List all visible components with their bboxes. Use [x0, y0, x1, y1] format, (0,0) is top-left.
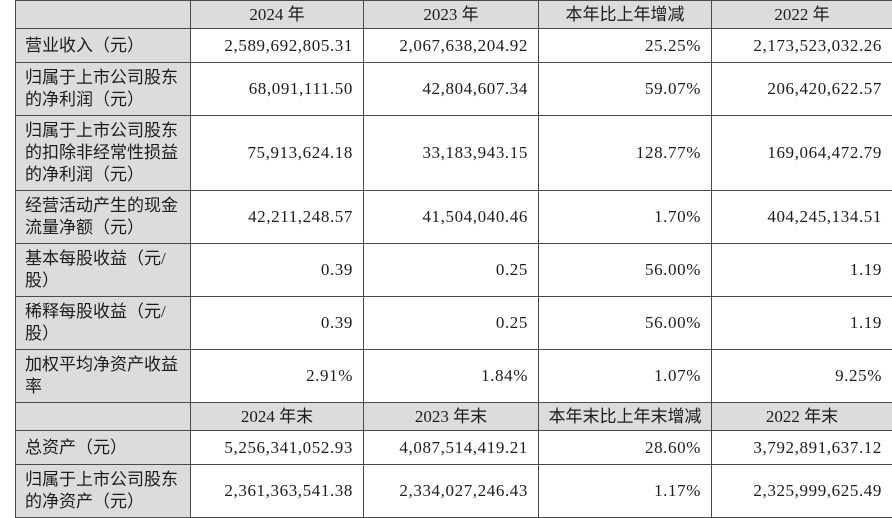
period-end-header-row: 2024 年末 2023 年末 本年末比上年末增减 2022 年末 — [16, 403, 892, 431]
value-2024: 42,211,248.57 — [191, 191, 364, 244]
financial-summary-table-container: 2024 年 2023 年 本年比上年增减 2022 年 营业收入（元） 2,5… — [15, 0, 892, 518]
header-2023-end: 2023 年末 — [364, 403, 539, 431]
row-label: 营业收入（元） — [16, 29, 191, 63]
table-row-operating-revenue: 营业收入（元） 2,589,692,805.31 2,067,638,204.9… — [16, 29, 892, 63]
table-row-diluted-eps: 稀释每股收益（元/股） 0.39 0.25 56.00% 1.19 — [16, 297, 892, 350]
value-2024-end: 5,256,341,052.93 — [191, 431, 364, 465]
table-row-net-assets: 归属于上市公司股东的净资产（元） 2,361,363,541.38 2,334,… — [16, 465, 892, 518]
value-2022: 404,245,134.51 — [712, 191, 892, 244]
value-2022-end: 3,792,891,637.12 — [712, 431, 892, 465]
value-2024: 0.39 — [191, 244, 364, 297]
header-empty-cell — [16, 1, 191, 29]
value-2024: 2,589,692,805.31 — [191, 29, 364, 63]
value-yoy-change: 56.00% — [539, 244, 712, 297]
table-row-net-profit-excl-nonrecurring: 归属于上市公司股东的扣除非经常性损益的净利润（元） 75,913,624.18 … — [16, 116, 892, 191]
value-yearend-change: 28.60% — [539, 431, 712, 465]
value-2022-end: 2,325,999,625.49 — [712, 465, 892, 518]
value-yoy-change: 56.00% — [539, 297, 712, 350]
row-label: 经营活动产生的现金流量净额（元） — [16, 191, 191, 244]
header-2024-end: 2024 年末 — [191, 403, 364, 431]
value-2022: 9.25% — [712, 350, 892, 403]
value-2022: 1.19 — [712, 297, 892, 350]
value-2022: 169,064,472.79 — [712, 116, 892, 191]
header-2022-end: 2022 年末 — [712, 403, 892, 431]
row-label: 总资产（元） — [16, 431, 191, 465]
value-yoy-change: 25.25% — [539, 29, 712, 63]
value-2023: 0.25 — [364, 297, 539, 350]
header-2022: 2022 年 — [712, 1, 892, 29]
value-2022: 2,173,523,032.26 — [712, 29, 892, 63]
header-2024: 2024 年 — [191, 1, 364, 29]
value-2024: 0.39 — [191, 297, 364, 350]
header-2023: 2023 年 — [364, 1, 539, 29]
table-row-net-profit: 归属于上市公司股东的净利润（元） 68,091,111.50 42,804,60… — [16, 63, 892, 116]
value-yoy-change: 1.07% — [539, 350, 712, 403]
row-label: 基本每股收益（元/股） — [16, 244, 191, 297]
table-row-total-assets: 总资产（元） 5,256,341,052.93 4,087,514,419.21… — [16, 431, 892, 465]
value-2023: 0.25 — [364, 244, 539, 297]
value-2023: 41,504,040.46 — [364, 191, 539, 244]
value-2022: 206,420,622.57 — [712, 63, 892, 116]
value-yearend-change: 1.17% — [539, 465, 712, 518]
value-2023-end: 4,087,514,419.21 — [364, 431, 539, 465]
value-yoy-change: 1.70% — [539, 191, 712, 244]
value-2024: 75,913,624.18 — [191, 116, 364, 191]
value-2024: 2.91% — [191, 350, 364, 403]
row-label: 加权平均净资产收益率 — [16, 350, 191, 403]
row-label: 归属于上市公司股东的扣除非经常性损益的净利润（元） — [16, 116, 191, 191]
table-row-basic-eps: 基本每股收益（元/股） 0.39 0.25 56.00% 1.19 — [16, 244, 892, 297]
value-2024: 68,091,111.50 — [191, 63, 364, 116]
row-label: 归属于上市公司股东的净资产（元） — [16, 465, 191, 518]
value-2023: 42,804,607.34 — [364, 63, 539, 116]
header-empty-cell — [16, 403, 191, 431]
annual-header-row: 2024 年 2023 年 本年比上年增减 2022 年 — [16, 1, 892, 29]
row-label: 归属于上市公司股东的净利润（元） — [16, 63, 191, 116]
value-2023: 2,067,638,204.92 — [364, 29, 539, 63]
value-2023-end: 2,334,027,246.43 — [364, 465, 539, 518]
table-row-operating-cash-flow: 经营活动产生的现金流量净额（元） 42,211,248.57 41,504,04… — [16, 191, 892, 244]
value-2024-end: 2,361,363,541.38 — [191, 465, 364, 518]
value-2023: 33,183,943.15 — [364, 116, 539, 191]
header-yearend-change: 本年末比上年末增减 — [539, 403, 712, 431]
value-2023: 1.84% — [364, 350, 539, 403]
value-2022: 1.19 — [712, 244, 892, 297]
value-yoy-change: 59.07% — [539, 63, 712, 116]
table-row-weighted-avg-roe: 加权平均净资产收益率 2.91% 1.84% 1.07% 9.25% — [16, 350, 892, 403]
financial-summary-table: 2024 年 2023 年 本年比上年增减 2022 年 营业收入（元） 2,5… — [15, 0, 892, 518]
value-yoy-change: 128.77% — [539, 116, 712, 191]
header-yoy-change: 本年比上年增减 — [539, 1, 712, 29]
row-label: 稀释每股收益（元/股） — [16, 297, 191, 350]
